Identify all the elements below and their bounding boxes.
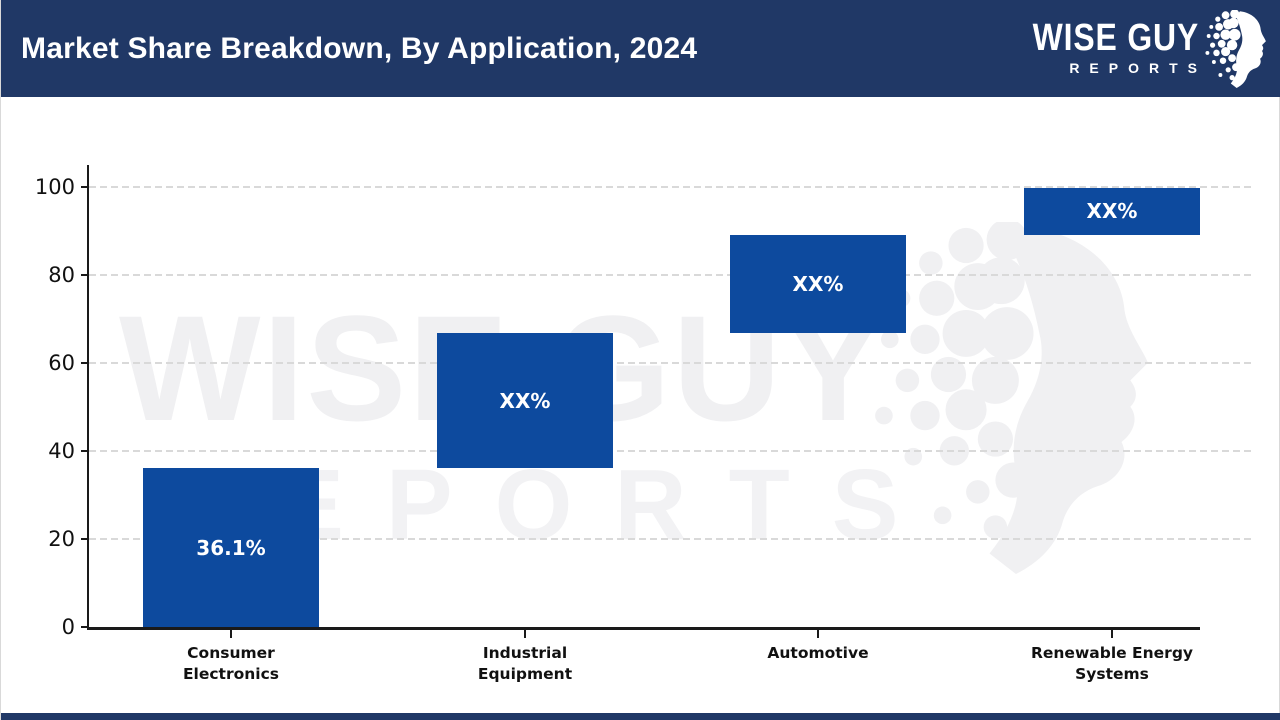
- header-bar: Market Share Breakdown, By Application, …: [1, 0, 1280, 97]
- bar-industrial: XX%: [437, 333, 613, 469]
- wiseguy-logo: WISE GUY REPORTS: [1031, 4, 1271, 94]
- x-tick-mark: [817, 630, 819, 638]
- logo-wordmark-line2: REPORTS: [1069, 60, 1207, 76]
- plot-area: 0 20 40 60 80 100 36.1% Consumer Electronics XX%…: [1, 97, 1280, 713]
- x-tick-mark: [1111, 630, 1113, 638]
- gridline-20: [89, 538, 1253, 540]
- y-tick-mark: [81, 626, 89, 628]
- y-tick-mark: [81, 538, 89, 540]
- page-title: Market Share Breakdown, By Application, …: [21, 31, 698, 65]
- y-tick-mark: [81, 450, 89, 452]
- y-tick-label: 60: [48, 351, 75, 375]
- y-tick-mark: [81, 186, 89, 188]
- bar-consumer: 36.1%: [143, 468, 319, 627]
- y-axis: [87, 165, 89, 629]
- gridline-60: [89, 362, 1253, 364]
- y-tick-label: 100: [34, 175, 75, 199]
- y-tick-label: 40: [48, 439, 75, 463]
- logo-wordmark-line1: WISE GUY: [1032, 17, 1199, 59]
- footer-bar: [1, 713, 1280, 720]
- bar-value-label: 36.1%: [196, 535, 266, 560]
- x-tick-label: Renewable Energy Systems: [1030, 644, 1194, 683]
- bar-value-label: XX%: [499, 388, 551, 413]
- x-tick-label: Automotive: [767, 644, 869, 662]
- bar-renewable-energy: XX%: [1024, 187, 1200, 235]
- x-axis: [87, 627, 1200, 630]
- gridline-80: [89, 274, 1253, 276]
- bar-automotive: XX%: [730, 234, 906, 334]
- y-tick-mark: [81, 274, 89, 276]
- y-tick-label: 20: [48, 527, 75, 551]
- bar-value-label: XX%: [1086, 199, 1138, 224]
- gridline-100: [89, 186, 1253, 188]
- x-tick-mark: [524, 630, 526, 638]
- gridline-40: [89, 450, 1253, 452]
- x-tick-mark: [230, 630, 232, 638]
- x-tick-label: Consumer Electronics: [182, 644, 280, 683]
- y-tick-label: 0: [61, 615, 75, 639]
- logo-wordmark: WISE GUY REPORTS: [1001, 18, 1199, 76]
- logo-head-icon: [1205, 10, 1266, 88]
- y-tick-label: 80: [48, 263, 75, 287]
- x-tick-label: Industrial Equipment: [477, 644, 573, 683]
- bar-value-label: XX%: [792, 272, 844, 296]
- y-tick-mark: [81, 362, 89, 364]
